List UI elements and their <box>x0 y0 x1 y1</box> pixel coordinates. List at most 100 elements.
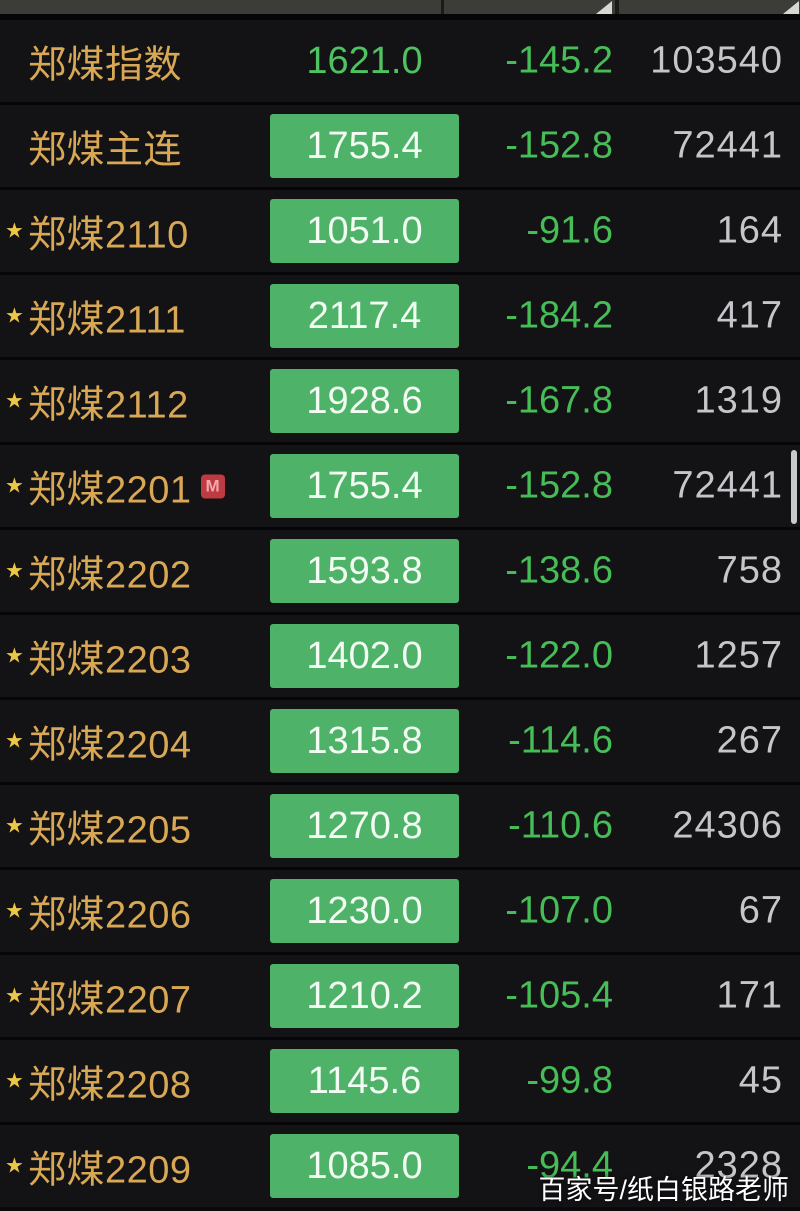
price-change: -167.8 <box>505 379 613 422</box>
quote-row[interactable]: ★ 郑煤2111 2117.4 -184.2 417 <box>0 275 800 357</box>
column-header-bar[interactable] <box>0 0 800 14</box>
quote-row[interactable]: ★ 郑煤2209 1085.0 -94.4 2328 <box>0 1125 800 1207</box>
contract-name-wrap: 郑煤2201 M <box>28 459 225 514</box>
price-change: -91.6 <box>526 209 613 252</box>
volume: 2328 <box>694 1144 783 1187</box>
price-change: -107.0 <box>505 889 613 932</box>
contract-name: 郑煤2110 <box>28 214 189 257</box>
header-column-divider <box>615 0 619 14</box>
favorite-star-icon: ★ <box>5 899 24 923</box>
contract-name-wrap: 郑煤2205 <box>28 799 192 854</box>
favorite-star-icon: ★ <box>5 559 24 583</box>
quote-row[interactable]: 郑煤主连 1755.4 -152.8 72441 <box>0 105 800 187</box>
favorite-star-icon: ★ <box>5 984 24 1008</box>
volume: 164 <box>716 209 783 252</box>
volume: 758 <box>716 549 783 592</box>
last-price[interactable]: 1593.8 <box>270 539 459 603</box>
contract-name-wrap: 郑煤2203 <box>28 629 192 684</box>
favorite-star-icon: ★ <box>5 1154 24 1178</box>
quote-row[interactable]: ★ 郑煤2205 1270.8 -110.6 24306 <box>0 785 800 867</box>
price-change: -145.2 <box>505 39 613 82</box>
scrollbar-thumb[interactable] <box>791 450 797 524</box>
last-price[interactable]: 1621.0 <box>306 39 423 82</box>
quote-row[interactable]: ★ 郑煤2203 1402.0 -122.0 1257 <box>0 615 800 697</box>
quote-row[interactable]: ★ 郑煤2208 1145.6 -99.8 45 <box>0 1040 800 1122</box>
contract-name: 郑煤2204 <box>28 724 192 767</box>
contract-name-wrap: 郑煤2207 <box>28 969 192 1024</box>
quote-row[interactable]: ★ 郑煤2204 1315.8 -114.6 267 <box>0 700 800 782</box>
main-contract-badge: M <box>200 474 225 498</box>
contract-name: 郑煤主连 <box>28 129 183 172</box>
price-change: -114.6 <box>508 719 613 762</box>
quote-row[interactable]: ★ 郑煤2110 1051.0 -91.6 164 <box>0 190 800 272</box>
favorite-star-icon: ★ <box>5 814 24 838</box>
volume: 67 <box>738 889 783 932</box>
last-price[interactable]: 1315.8 <box>270 709 459 773</box>
volume: 1319 <box>694 379 783 422</box>
contract-name-wrap: 郑煤2209 <box>28 1139 192 1194</box>
contract-name-wrap: 郑煤2110 <box>28 204 189 259</box>
contract-name-wrap: 郑煤2111 <box>28 289 186 344</box>
last-price[interactable]: 1230.0 <box>270 879 459 943</box>
price-change: -184.2 <box>505 294 613 337</box>
contract-name-wrap: 郑煤指数 <box>28 34 182 89</box>
last-price[interactable]: 1270.8 <box>270 794 459 858</box>
price-change: -152.8 <box>505 464 613 507</box>
volume: 103540 <box>650 39 783 82</box>
contract-name-wrap: 郑煤2206 <box>28 884 192 939</box>
favorite-star-icon: ★ <box>5 1069 24 1093</box>
last-price[interactable]: 1210.2 <box>270 964 459 1028</box>
quote-row[interactable]: ★ 郑煤2206 1230.0 -107.0 67 <box>0 870 800 952</box>
favorite-star-icon: ★ <box>5 729 24 753</box>
last-price[interactable]: 1402.0 <box>270 624 459 688</box>
quote-row[interactable]: ★ 郑煤2202 1593.8 -138.6 758 <box>0 530 800 612</box>
favorite-star-icon: ★ <box>5 644 24 668</box>
contract-name-wrap: 郑煤2202 <box>28 544 192 599</box>
contract-name-wrap: 郑煤2204 <box>28 714 192 769</box>
favorite-star-icon: ★ <box>5 474 24 498</box>
favorite-star-icon: ★ <box>5 304 24 328</box>
quote-row[interactable]: ★ 郑煤2201 M 1755.4 -152.8 72441 <box>0 445 800 527</box>
favorite-star-icon: ★ <box>5 219 24 243</box>
volume: 24306 <box>672 804 783 847</box>
volume: 45 <box>738 1059 783 1102</box>
volume: 72441 <box>672 124 783 167</box>
quote-row[interactable]: ★ 郑煤2207 1210.2 -105.4 171 <box>0 955 800 1037</box>
favorite-star-icon: ★ <box>5 389 24 413</box>
last-price[interactable]: 1051.0 <box>270 199 459 263</box>
price-change: -110.6 <box>508 804 613 847</box>
contract-name: 郑煤2207 <box>28 979 192 1022</box>
contract-name: 郑煤2206 <box>28 894 192 937</box>
contract-name-wrap: 郑煤主连 <box>28 119 182 174</box>
volume: 171 <box>716 974 783 1017</box>
quote-row[interactable]: ★ 郑煤2112 1928.6 -167.8 1319 <box>0 360 800 442</box>
price-change: -99.8 <box>526 1059 613 1102</box>
contract-name: 郑煤2202 <box>28 554 192 597</box>
sort-indicator-icon <box>783 1 799 14</box>
price-change: -94.4 <box>526 1144 613 1187</box>
last-price[interactable]: 1755.4 <box>270 454 459 518</box>
header-column-divider <box>441 0 444 14</box>
quote-row[interactable]: 郑煤指数 1621.0 -145.2 103540 <box>0 20 800 102</box>
last-price[interactable]: 1928.6 <box>270 369 459 433</box>
contract-name: 郑煤2112 <box>28 384 189 427</box>
contract-name: 郑煤2203 <box>28 639 192 682</box>
price-change: -152.8 <box>505 124 613 167</box>
last-price[interactable]: 1085.0 <box>270 1134 459 1198</box>
price-change: -138.6 <box>505 549 613 592</box>
contract-name: 郑煤2201 <box>28 469 192 512</box>
last-price[interactable]: 1755.4 <box>270 114 459 178</box>
volume: 72441 <box>672 464 783 507</box>
quote-list: 郑煤指数 1621.0 -145.2 103540 郑煤主连 1755.4 -1… <box>0 14 800 1207</box>
contract-name-wrap: 郑煤2208 <box>28 1054 192 1109</box>
contract-name: 郑煤2205 <box>28 809 192 852</box>
sort-indicator-icon <box>596 1 612 14</box>
last-price[interactable]: 1145.6 <box>270 1049 459 1113</box>
last-price[interactable]: 2117.4 <box>270 284 459 348</box>
contract-name: 郑煤指数 <box>28 44 183 87</box>
contract-name: 郑煤2208 <box>28 1064 192 1107</box>
volume: 1257 <box>694 634 783 677</box>
watermark-text: 百家号/纸白银路老师 <box>538 1175 789 1205</box>
contract-name: 郑煤2111 <box>28 299 186 342</box>
